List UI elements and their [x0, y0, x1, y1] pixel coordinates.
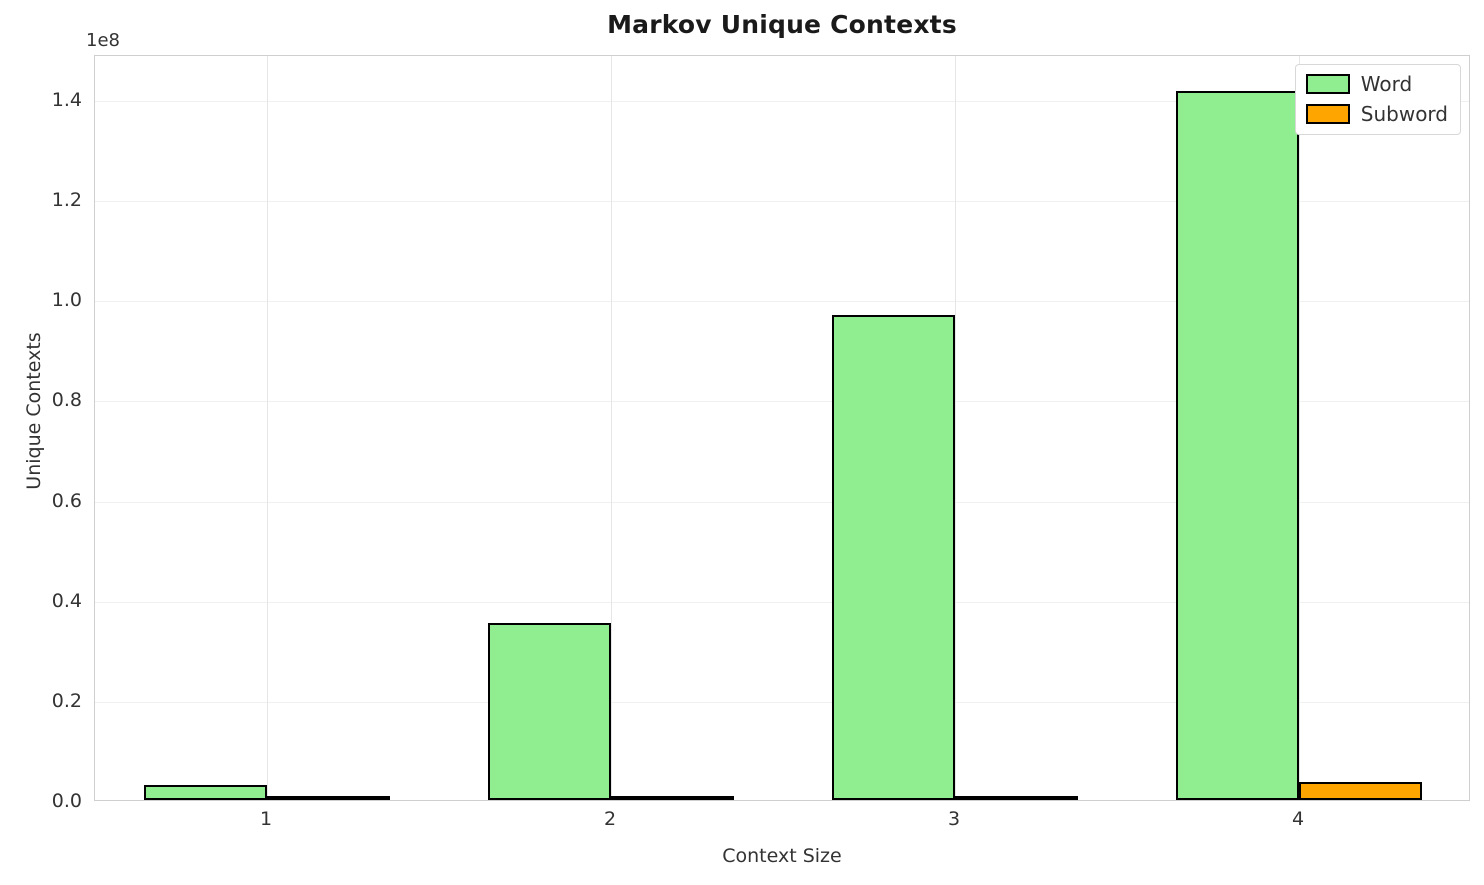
x-tick-1: 1: [259, 808, 273, 830]
gridline-x-1: [267, 56, 268, 800]
y-tick-0.2: 0.2: [51, 689, 82, 712]
gridline-x-4: [1299, 56, 1300, 800]
gridline-y-1.4: [95, 101, 1469, 103]
bar-word-3: [831, 315, 955, 800]
x-axis-label: Context Size: [722, 845, 842, 867]
legend-label-word: Word: [1360, 72, 1413, 96]
legend-item-word[interactable]: Word: [1305, 72, 1448, 96]
y-tick-0.4: 0.4: [51, 589, 82, 612]
y-tick-1.0: 1.0: [51, 289, 82, 312]
chart-title: Markov Unique Contexts: [607, 10, 957, 39]
gridline-y-1.0: [95, 301, 1469, 303]
gridline-y-0.6: [95, 501, 1469, 503]
x-axis-tick-labels: 1 2 3 4: [94, 808, 1470, 842]
legend-swatch-subword: [1305, 104, 1350, 124]
gridline-y-0.4: [95, 601, 1469, 603]
plot-area: Word Subword: [94, 55, 1470, 801]
bar-word-1: [143, 785, 267, 800]
gridline-y-0.2: [95, 701, 1469, 703]
y-axis-offset-label: 1e8: [86, 30, 120, 51]
bar-word-4: [1175, 90, 1299, 800]
y-axis-label: Unique Contexts: [23, 332, 45, 490]
gridline-y-0.8: [95, 401, 1469, 403]
y-tick-0.6: 0.6: [51, 489, 82, 512]
x-tick-4: 4: [1291, 808, 1305, 830]
gridline-y-1.2: [95, 201, 1469, 203]
y-tick-1.4: 1.4: [51, 89, 82, 112]
bar-word-2: [487, 623, 611, 800]
bar-subword-3: [955, 795, 1079, 800]
gridline-x-3: [955, 56, 956, 800]
legend-swatch-word: [1305, 74, 1350, 94]
y-tick-0.0: 0.0: [51, 790, 82, 812]
legend-item-subword[interactable]: Subword: [1305, 102, 1448, 126]
x-tick-3: 3: [947, 808, 961, 830]
chart-legend[interactable]: Word Subword: [1294, 64, 1461, 135]
bar-subword-4: [1299, 781, 1423, 800]
x-tick-2: 2: [603, 808, 617, 830]
bar-subword-1: [267, 796, 391, 800]
gridline-x-2: [611, 56, 612, 800]
y-axis-tick-labels: 0.0 0.2 0.4 0.6 0.8 1.0 1.2 1.4: [0, 55, 82, 812]
bar-subword-2: [611, 796, 735, 800]
y-tick-0.8: 0.8: [51, 389, 82, 412]
legend-label-subword: Subword: [1360, 102, 1448, 126]
y-tick-1.2: 1.2: [51, 189, 82, 212]
